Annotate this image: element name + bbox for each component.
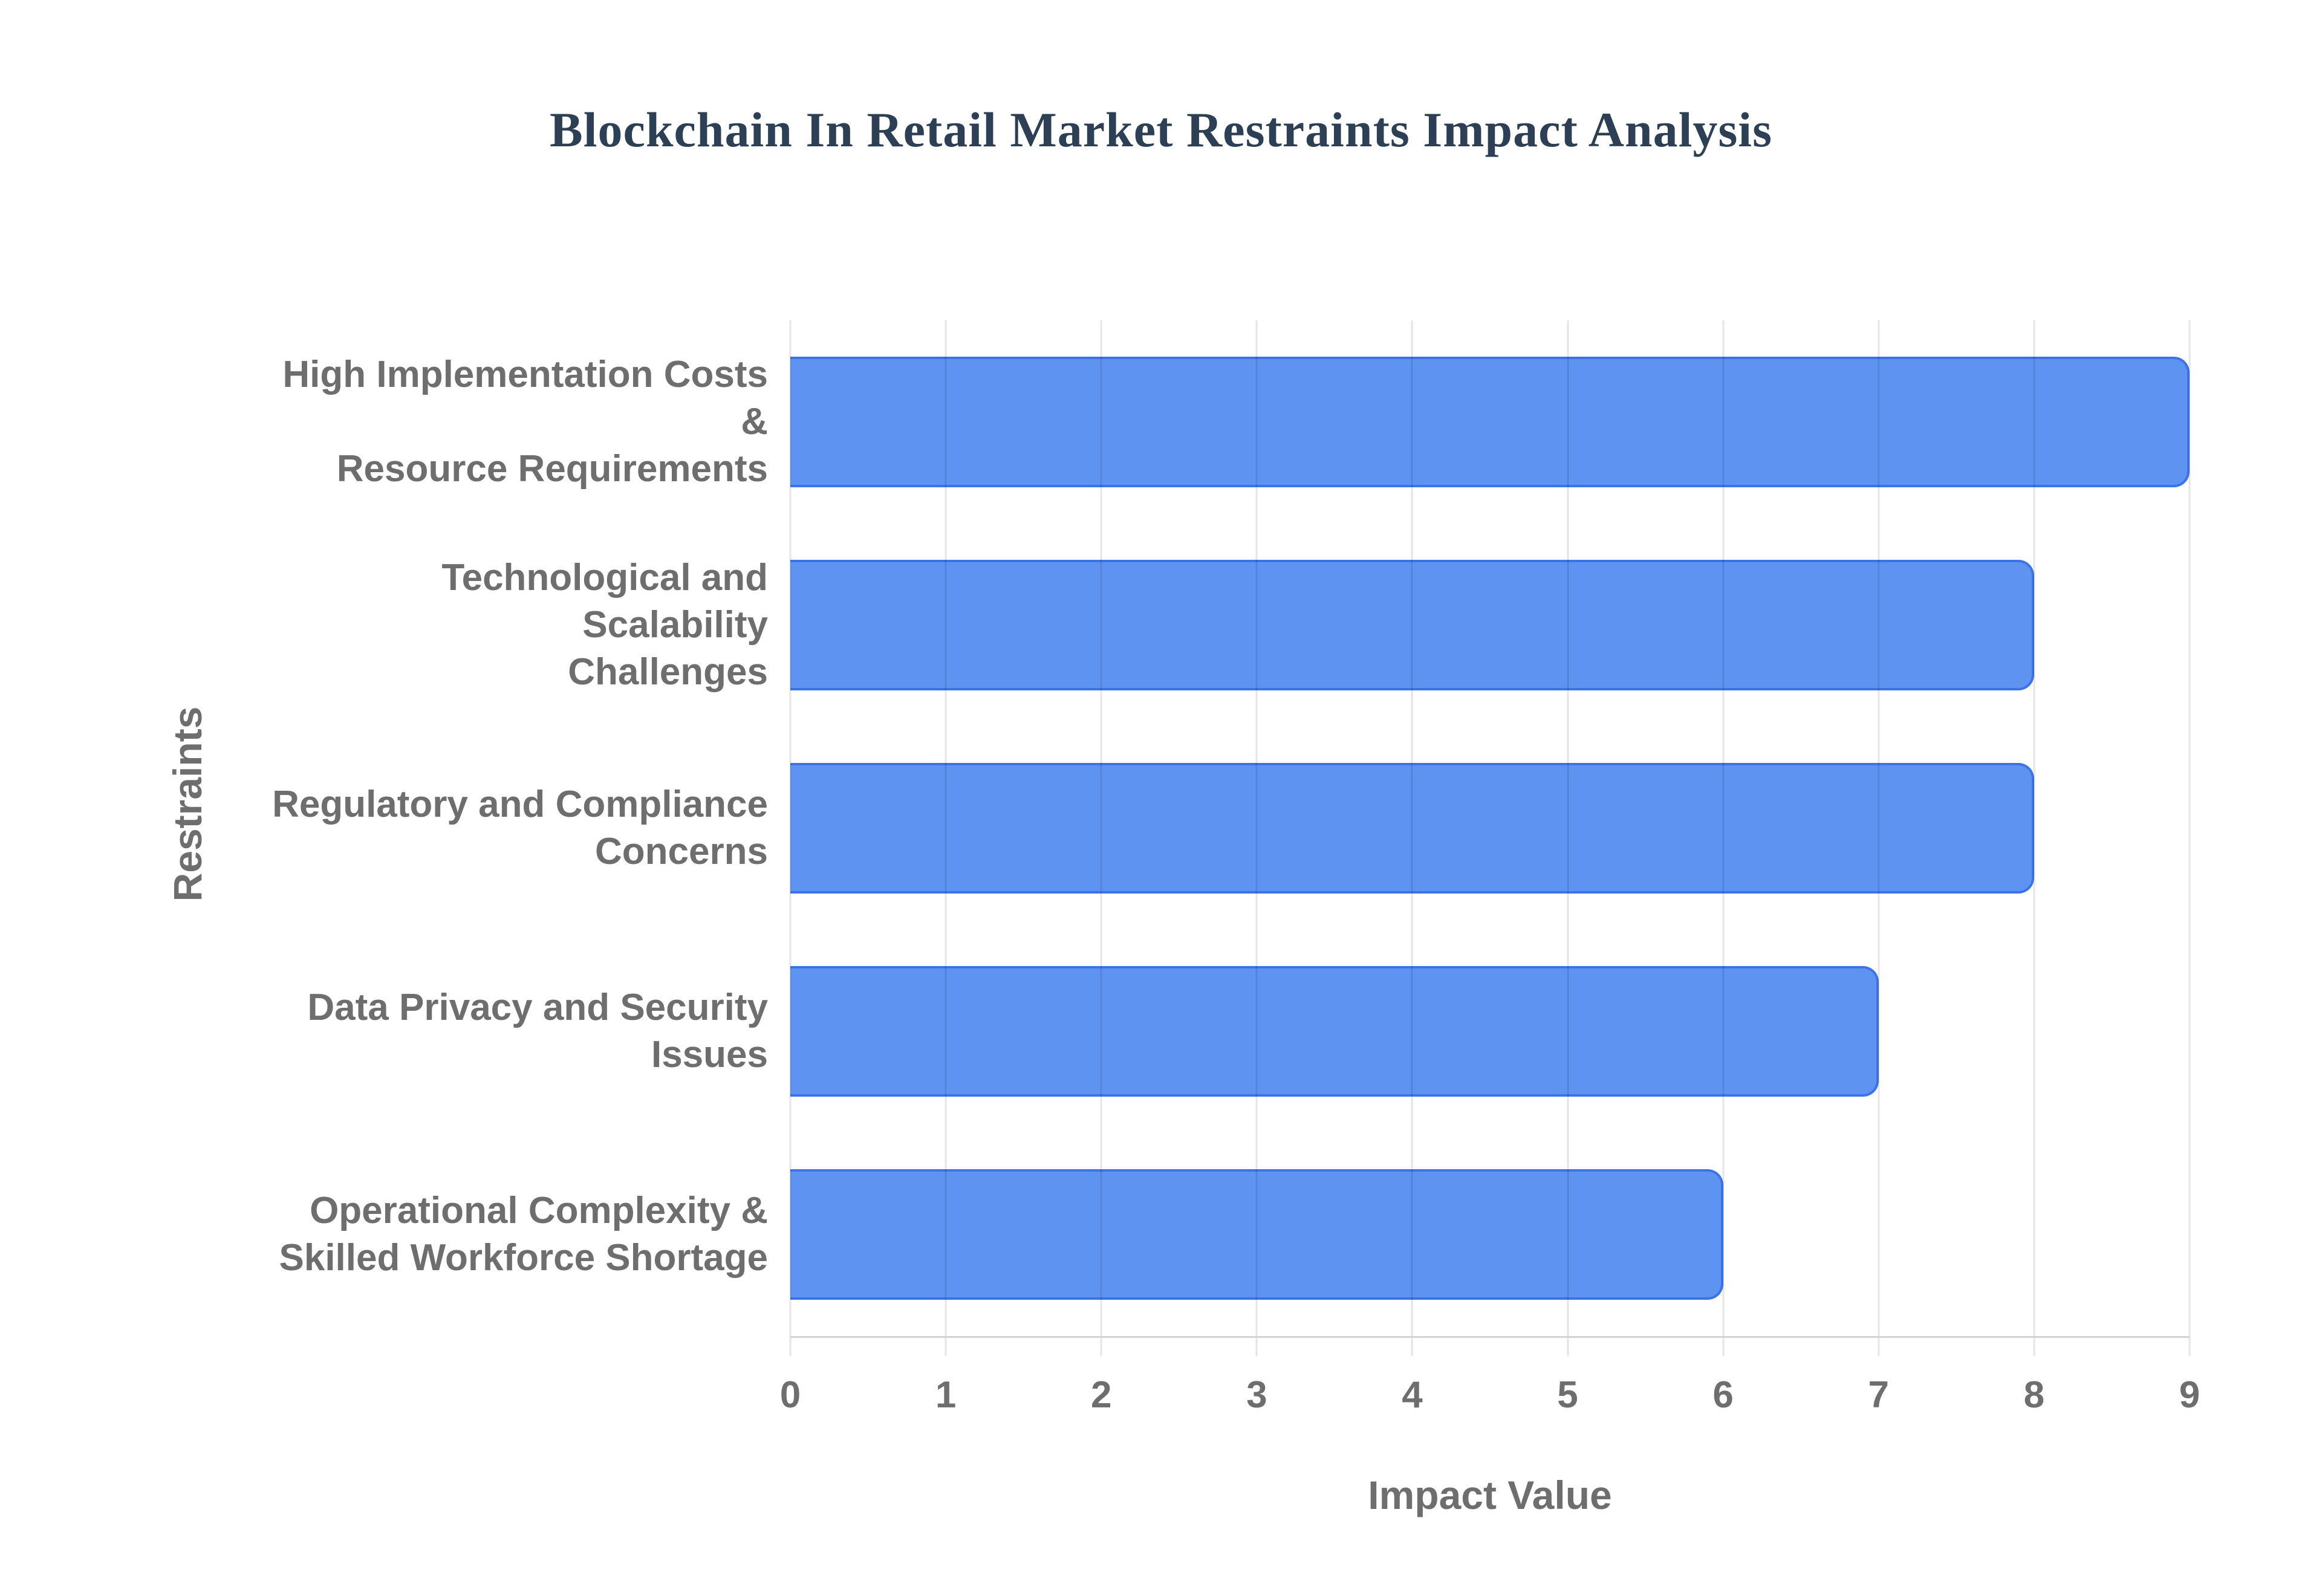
x-tick-label: 1 [935,1374,957,1416]
x-axis-title: Impact Value [1368,1473,1612,1517]
x-tick-label: 2 [1090,1374,1112,1416]
x-tick-label: 3 [1246,1374,1267,1416]
y-axis-title: Restraints [165,706,210,902]
x-tick-label: 9 [2179,1374,2200,1416]
gridline [789,320,792,1356]
x-tick-label: 0 [779,1374,801,1416]
gridline [1255,320,1258,1356]
bar [790,1169,1723,1300]
gridline [1100,320,1102,1356]
category-label: High Implementation Costs & Resource Req… [282,353,768,490]
gridline [945,320,947,1356]
x-tick-label: 7 [1868,1374,1890,1416]
category-label: Regulatory and Compliance Concerns [272,783,768,872]
bar [790,560,2034,690]
category-label: Technological and Scalability Challenges [441,556,768,693]
plot-area [789,320,2191,1356]
gridline [1722,320,1725,1356]
x-tick-label: 6 [1712,1374,1734,1416]
x-tick-label: 4 [1402,1374,1423,1416]
gridline [2188,320,2191,1356]
gridline [2033,320,2035,1356]
bar [790,966,1879,1097]
bar [790,763,2034,894]
x-tick-label: 5 [1557,1374,1578,1416]
category-labels: High Implementation Costs & Resource Req… [260,320,768,1336]
gridline [1411,320,1413,1356]
chart-title: Blockchain In Retail Market Restraints I… [550,102,1772,157]
x-axis-line [790,1336,2190,1338]
category-label: Data Privacy and Security Issues [307,986,768,1075]
x-tick-label: 8 [2023,1374,2045,1416]
bar [790,357,2190,487]
gridline [1878,320,1880,1356]
category-label: Operational Complexity & Skilled Workfor… [279,1189,768,1279]
gridline [1567,320,1569,1356]
